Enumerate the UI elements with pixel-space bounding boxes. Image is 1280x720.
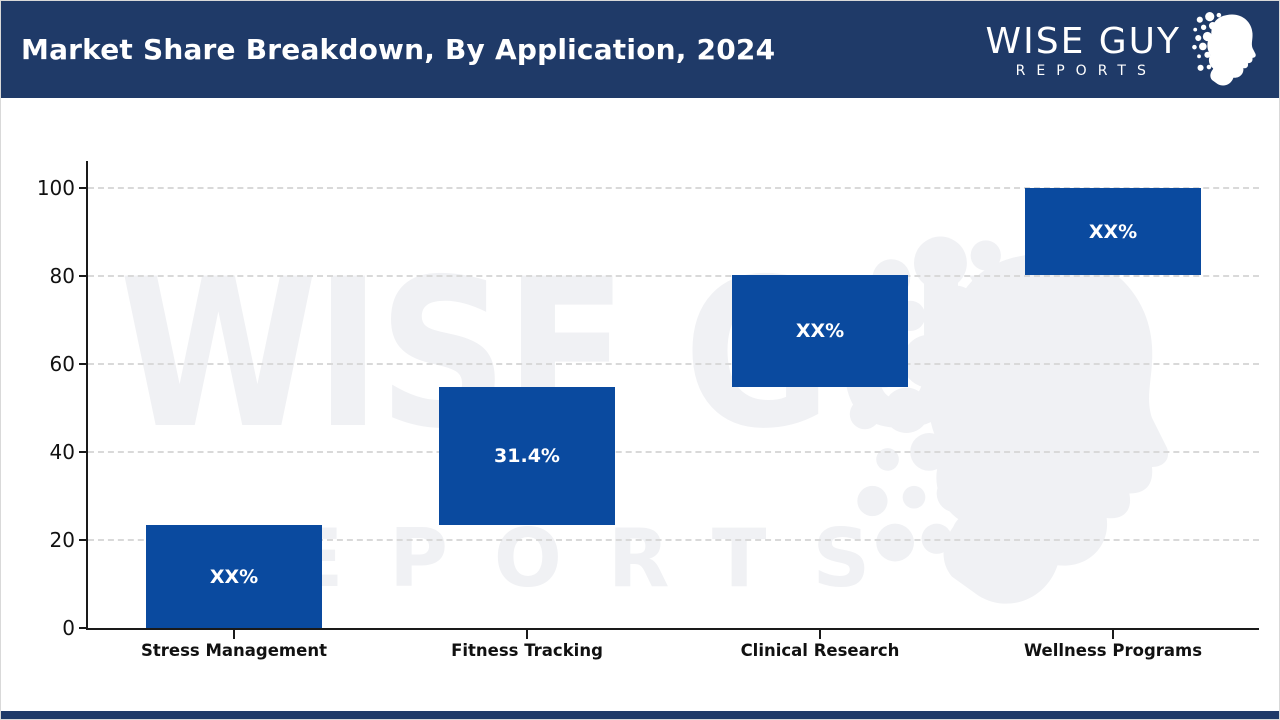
brand-logo: WISE GUY REPORTS [986,9,1268,93]
y-axis-tick-label: 0 [62,616,75,640]
y-axis-line [86,161,88,630]
brand-head-icon [1192,12,1256,86]
x-axis-label-wellness-programs: Wellness Programs [1023,641,1203,660]
y-axis-tick-mark [79,539,88,541]
y-axis-tick-mark [79,363,88,365]
footer-accent-bar [1,711,1279,719]
brand-logo-subname: REPORTS [1015,62,1157,79]
x-axis-tick-mark [1112,630,1114,639]
y-axis-tick-label: 20 [49,528,75,552]
y-axis-tick-label: 60 [49,352,75,376]
x-axis-tick-mark [819,630,821,639]
y-axis-tick-label: 40 [49,440,75,464]
y-axis-tick-mark [79,451,88,453]
x-axis-label-clinical-research: Clinical Research [740,641,900,660]
bar-wellness-programs: XX% [1025,188,1201,276]
bar-value-label: XX% [1088,220,1138,243]
x-axis-label-stress-management: Stress Management [141,641,327,660]
y-axis-tick-mark [79,627,88,629]
gridline-y-80 [88,275,1259,277]
y-axis-tick-mark [79,187,88,189]
brand-logo-text: WISE GUY REPORTS [986,23,1182,79]
brand-logo-name: WISE GUY [985,21,1181,63]
x-axis-tick-mark [233,630,235,639]
bar-value-label: XX% [209,565,259,588]
x-axis-label-fitness-tracking: Fitness Tracking [451,641,603,660]
page-title: Market Share Breakdown, By Application, … [21,33,776,66]
bar-value-label: 31.4% [494,444,560,467]
gridline-y-100 [88,187,1259,189]
gridline-y-60 [88,363,1259,365]
bar-stress-management: XX% [146,525,322,628]
bar-clinical-research: XX% [732,275,908,387]
bar-fitness-tracking: 31.4% [439,386,615,526]
bar-value-label: XX% [795,319,845,342]
header-bar: Market Share Breakdown, By Application, … [1,1,1279,98]
x-axis-tick-mark [526,630,528,639]
y-axis-tick-label: 100 [36,176,75,200]
gridline-y-40 [88,451,1259,453]
x-axis-line [86,628,1259,630]
y-axis-tick-mark [79,275,88,277]
watermark-head-logo [849,236,1169,604]
gridline-y-20 [88,539,1259,541]
y-axis-tick-label: 80 [49,264,75,288]
